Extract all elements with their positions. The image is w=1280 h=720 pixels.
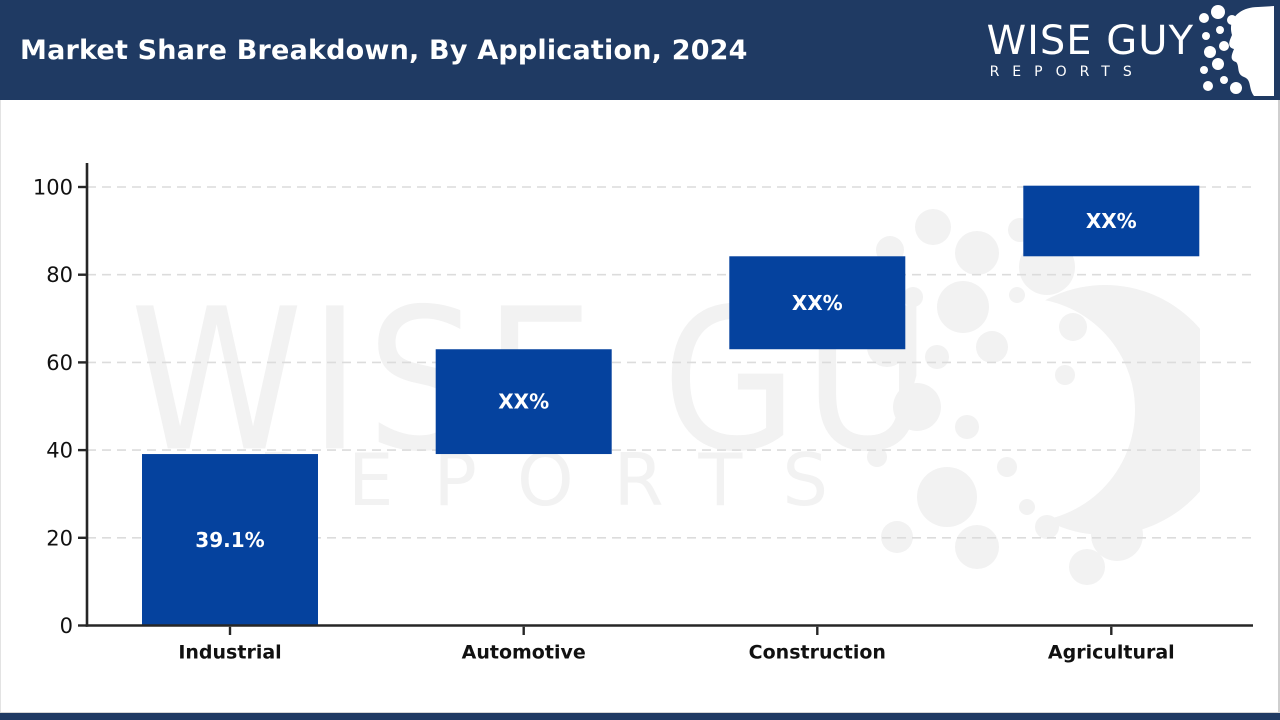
y-tick-label-0: 0 <box>60 614 73 638</box>
x-tick-label-industrial: Industrial <box>178 642 281 664</box>
bar-value-label-industrial: 39.1% <box>195 528 264 552</box>
footer-band <box>0 713 1280 720</box>
bar-industrial <box>142 454 318 626</box>
bar-value-label-automotive: XX% <box>498 390 549 414</box>
y-tick-label-100: 100 <box>33 176 73 200</box>
brand-face-icon <box>1199 5 1274 96</box>
chart-title: Market Share Breakdown, By Application, … <box>20 34 748 66</box>
bar-automotive <box>435 349 612 455</box>
bar-value-label-construction: XX% <box>792 291 843 315</box>
y-tick-label-60: 60 <box>46 351 73 375</box>
y-tick-label-20: 20 <box>46 526 73 550</box>
y-tick-label-80: 80 <box>46 263 73 287</box>
figure-border-left <box>0 100 1 720</box>
x-tick-label-automotive: Automotive <box>462 642 586 664</box>
brand-name: WISE GUY <box>986 18 1194 64</box>
brand-logo-text: WISE GUY REPORTS <box>987 21 1194 79</box>
x-tick-label-agricultural: Agricultural <box>1048 642 1175 664</box>
bar-agricultural <box>1023 185 1200 257</box>
bar-value-label-agricultural: XX% <box>1086 209 1137 233</box>
bar-construction <box>729 256 906 350</box>
x-tick-label-construction: Construction <box>749 642 886 664</box>
y-tick-label-40: 40 <box>46 439 73 463</box>
watermark-face-dots <box>867 209 1200 585</box>
figure-border-bottom <box>0 712 1280 713</box>
brand-logo: WISE GUY REPORTS <box>987 4 1274 96</box>
brand-subname: REPORTS <box>989 64 1145 80</box>
figure-border-right <box>1278 100 1280 720</box>
header-band: Market Share Breakdown, By Application, … <box>0 0 1280 100</box>
